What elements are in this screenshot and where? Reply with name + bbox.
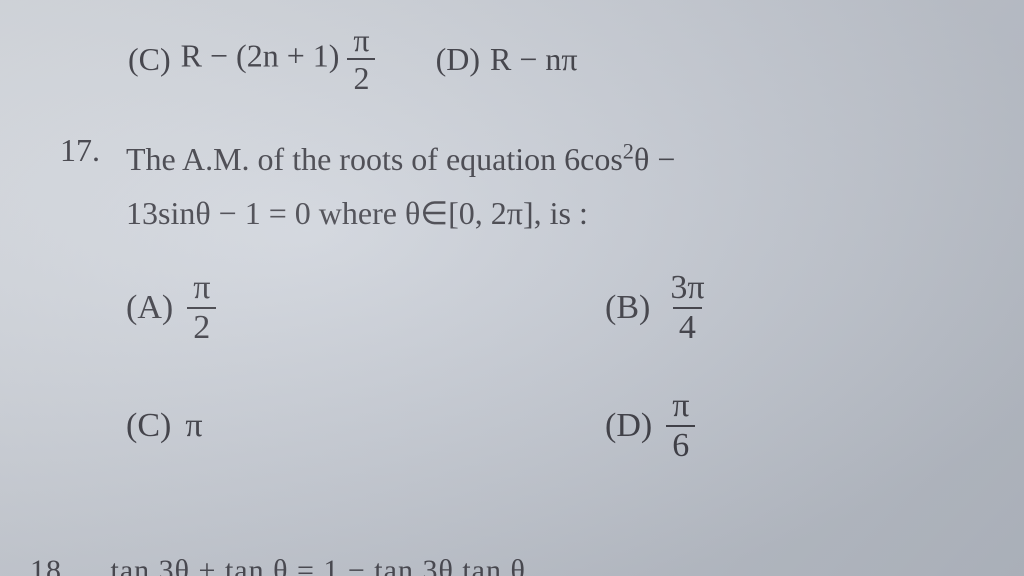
prev-option-d: (D) R − nπ bbox=[436, 24, 578, 94]
option-b-den: 4 bbox=[673, 307, 702, 345]
option-c-text: π bbox=[185, 407, 202, 445]
option-b-num: 3π bbox=[664, 271, 710, 307]
previous-question-options: (C) R − (2n + 1) π 2 (D) R − nπ bbox=[128, 24, 964, 94]
prev-c-frac-den: 2 bbox=[347, 58, 375, 94]
option-d-num: π bbox=[666, 389, 695, 425]
option-c-label: (C) bbox=[126, 407, 171, 445]
option-label-c: (C) bbox=[128, 41, 171, 78]
option-d-label: (D) bbox=[605, 407, 652, 445]
prev-c-fraction: π 2 bbox=[347, 24, 375, 94]
prev-d-expression: R − nπ bbox=[490, 41, 578, 78]
option-a-fraction: π 2 bbox=[187, 271, 216, 345]
cutoff-next-question: 18 tan 3θ + tan θ = 1 − tan 3θ tan θ bbox=[30, 554, 526, 576]
q17-line1-b: θ − bbox=[634, 141, 675, 177]
q17-line2: 13sinθ − 1 = 0 where θ∈[0, 2π], is : bbox=[126, 195, 588, 231]
option-label-d: (D) bbox=[436, 41, 480, 78]
question-17: 17. The A.M. of the roots of equation 6c… bbox=[60, 132, 964, 241]
option-d-fraction: π 6 bbox=[666, 389, 695, 463]
cutoff-text: tan 3θ + tan θ = 1 − tan 3θ tan θ bbox=[111, 554, 526, 576]
exam-page: (C) R − (2n + 1) π 2 (D) R − nπ 17. The … bbox=[0, 0, 1024, 487]
prev-option-c: (C) R − (2n + 1) π 2 bbox=[128, 24, 376, 94]
prev-c-frac-num: π bbox=[347, 24, 375, 58]
question-body: The A.M. of the roots of equation 6cos2θ… bbox=[126, 132, 675, 241]
option-a: (A) π 2 bbox=[126, 271, 485, 345]
option-b-fraction: 3π 4 bbox=[664, 271, 710, 345]
prev-c-left: R − (2n + 1) bbox=[181, 37, 340, 73]
option-b-label: (B) bbox=[605, 289, 650, 327]
option-a-label: (A) bbox=[126, 289, 173, 327]
q17-exponent: 2 bbox=[623, 138, 634, 163]
q17-line1-a: The A.M. of the roots of equation 6cos bbox=[126, 141, 623, 177]
option-c: (C) π bbox=[126, 389, 485, 463]
option-d: (D) π 6 bbox=[605, 389, 964, 463]
cutoff-num: 18 bbox=[30, 554, 62, 576]
q17-options: (A) π 2 (B) 3π 4 (C) π (D) π 6 bbox=[126, 271, 964, 463]
option-a-num: π bbox=[187, 271, 216, 307]
option-a-den: 2 bbox=[187, 307, 216, 345]
option-b: (B) 3π 4 bbox=[605, 271, 964, 345]
option-d-den: 6 bbox=[666, 425, 695, 463]
prev-c-expression: R − (2n + 1) π 2 bbox=[181, 24, 376, 94]
question-number: 17. bbox=[60, 132, 104, 241]
